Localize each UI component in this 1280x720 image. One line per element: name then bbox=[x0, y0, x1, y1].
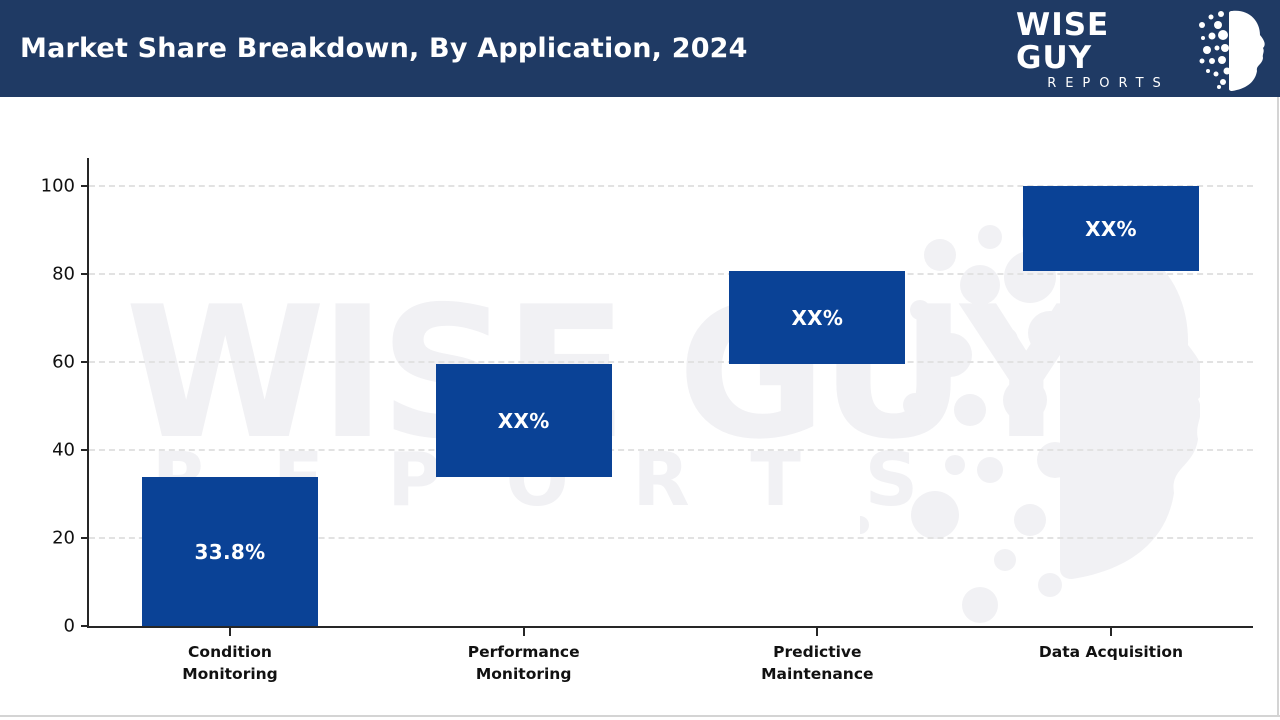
y-tick-label: 60 bbox=[52, 351, 75, 373]
grid-line bbox=[89, 185, 1253, 187]
logo-wordmark: WISE GUY bbox=[1016, 7, 1110, 76]
bar-segment: 33.8% bbox=[142, 477, 318, 626]
grid-line bbox=[89, 273, 1253, 275]
y-tick-mark bbox=[81, 273, 89, 275]
grid-line bbox=[89, 449, 1253, 451]
x-tick-label-line: Condition bbox=[188, 643, 272, 661]
y-tick-label: 0 bbox=[63, 615, 75, 637]
y-tick-label: 40 bbox=[52, 439, 75, 461]
grid-line bbox=[89, 537, 1253, 539]
x-tick-mark bbox=[522, 628, 525, 636]
page-bottom-rule bbox=[0, 715, 1280, 717]
x-tick-label: Data Acquisition bbox=[1039, 642, 1183, 664]
page-title: Market Share Breakdown, By Application, … bbox=[20, 33, 748, 64]
y-tick-mark bbox=[81, 185, 89, 187]
x-tick-label-line: Data Acquisition bbox=[1038, 643, 1184, 661]
x-tick-mark bbox=[1110, 628, 1112, 636]
grid-line bbox=[89, 361, 1253, 363]
y-tick-label: 20 bbox=[52, 527, 75, 549]
waterfall-chart: 0 20 40 60 80 100 33.8% Condition Monitoring XX% P… bbox=[0, 97, 1280, 717]
y-tick-mark bbox=[81, 361, 89, 363]
y-tick-mark bbox=[81, 449, 89, 451]
bar-value-label: XX% bbox=[791, 305, 844, 330]
x-tick-label-line: Monitoring bbox=[182, 664, 278, 683]
y-tick-mark bbox=[81, 537, 89, 539]
x-tick-label: Performance Monitoring bbox=[468, 642, 580, 685]
bar-value-label: XX% bbox=[497, 408, 550, 433]
y-tick-label: 100 bbox=[40, 175, 75, 197]
bar-value-label: XX% bbox=[1085, 216, 1137, 241]
wise-guy-logo: WISE GUY REPORTS bbox=[1016, 6, 1266, 94]
x-tick-label-line: Predictive bbox=[773, 643, 862, 661]
x-tick-label-line: Monitoring bbox=[475, 664, 572, 683]
x-tick-label-line: Maintenance bbox=[761, 664, 874, 683]
x-tick-label: Predictive Maintenance bbox=[761, 642, 873, 685]
y-tick-label: 80 bbox=[52, 263, 75, 285]
logo-text: WISE GUY REPORTS bbox=[1016, 9, 1192, 90]
dotted-face-icon bbox=[1199, 10, 1265, 91]
header-banner: Market Share Breakdown, By Application, … bbox=[0, 0, 1280, 97]
bar-segment: XX% bbox=[729, 271, 906, 364]
logo-subtitle: REPORTS bbox=[1047, 75, 1170, 91]
x-tick-mark bbox=[229, 628, 231, 636]
bar-value-label: 33.8% bbox=[194, 539, 266, 564]
x-axis-line bbox=[87, 626, 1253, 628]
bar-segment: XX% bbox=[435, 363, 612, 478]
page-right-rule bbox=[1277, 97, 1279, 717]
y-axis-line bbox=[87, 158, 89, 628]
x-tick-mark bbox=[816, 628, 819, 636]
x-tick-label-line: Performance bbox=[467, 643, 580, 661]
x-tick-label: Condition Monitoring bbox=[182, 642, 278, 685]
y-tick-mark bbox=[81, 625, 89, 627]
bar-segment: XX% bbox=[1023, 186, 1199, 272]
